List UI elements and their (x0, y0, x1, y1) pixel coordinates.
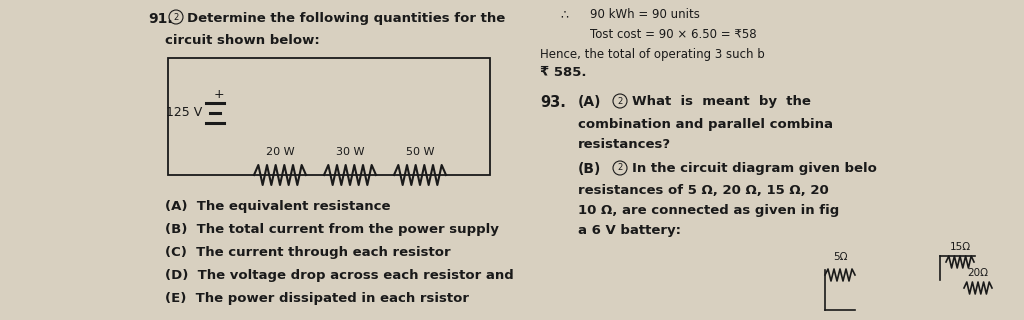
Text: (B): (B) (578, 162, 601, 176)
Text: 5Ω: 5Ω (833, 252, 847, 262)
Text: circuit shown below:: circuit shown below: (165, 34, 319, 47)
Text: 30 W: 30 W (336, 147, 365, 157)
Text: 15Ω: 15Ω (949, 242, 971, 252)
Text: a 6 V battery:: a 6 V battery: (578, 224, 681, 237)
Text: 10 Ω, are connected as given in fig: 10 Ω, are connected as given in fig (578, 204, 840, 217)
Text: 50 W: 50 W (406, 147, 434, 157)
Text: 2: 2 (173, 12, 178, 21)
Bar (168, 58, 490, 175)
Text: 90 kWh = 90 units: 90 kWh = 90 units (590, 8, 699, 21)
Text: Tost cost = 90 × 6.50 = ₹58: Tost cost = 90 × 6.50 = ₹58 (590, 28, 757, 41)
Text: 93.: 93. (540, 95, 566, 110)
Text: resistances?: resistances? (578, 138, 671, 151)
Text: combination and parallel combina: combination and parallel combina (578, 118, 833, 131)
Text: 2: 2 (617, 164, 623, 172)
Text: +: + (214, 89, 224, 101)
Text: (C)  The current through each resistor: (C) The current through each resistor (165, 246, 451, 259)
Text: (D)  The voltage drop across each resistor and: (D) The voltage drop across each resisto… (165, 269, 514, 282)
Text: 20 W: 20 W (265, 147, 294, 157)
Text: In the circuit diagram given belo: In the circuit diagram given belo (632, 162, 877, 175)
Text: (A): (A) (578, 95, 601, 109)
Text: 91.: 91. (148, 12, 173, 26)
Text: 20Ω: 20Ω (968, 268, 988, 278)
Text: (B)  The total current from the power supply: (B) The total current from the power sup… (165, 223, 499, 236)
Text: 2: 2 (617, 97, 623, 106)
Text: Hence, the total of operating 3 such b: Hence, the total of operating 3 such b (540, 48, 765, 61)
Text: Determine the following quantities for the: Determine the following quantities for t… (187, 12, 505, 25)
Text: 125 V: 125 V (166, 106, 202, 119)
Text: What  is  meant  by  the: What is meant by the (632, 95, 811, 108)
Text: ₹ 585.: ₹ 585. (540, 66, 587, 79)
Text: (E)  The power dissipated in each r⁠sistor: (E) The power dissipated in each r⁠sisto… (165, 292, 469, 305)
Text: resistances of 5 Ω, 20 Ω, 15 Ω, 20: resistances of 5 Ω, 20 Ω, 15 Ω, 20 (578, 184, 828, 197)
Text: ∴: ∴ (560, 8, 568, 21)
Text: (A)  The equivalent resistance: (A) The equivalent resistance (165, 200, 390, 213)
